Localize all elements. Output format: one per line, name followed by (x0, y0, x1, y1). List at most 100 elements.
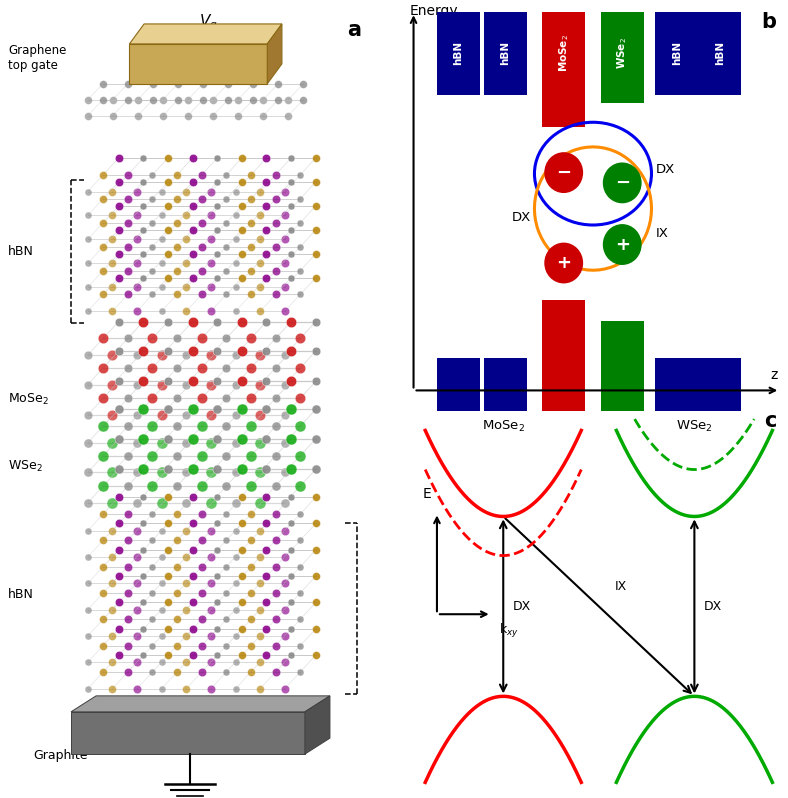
Point (195, 332, 208, 345)
Point (81, 656, 94, 669)
Point (137, 271, 150, 284)
Bar (698, 12, 742, 94)
Point (113, 517, 125, 530)
Bar (437, 12, 480, 94)
Point (113, 622, 125, 635)
Point (113, 271, 125, 284)
Point (284, 463, 297, 476)
Point (131, 682, 143, 695)
Point (155, 378, 168, 391)
Point (205, 378, 217, 391)
Point (146, 216, 158, 229)
Point (195, 264, 208, 277)
Point (155, 682, 168, 695)
Point (155, 656, 168, 669)
Point (155, 524, 168, 537)
Point (245, 534, 258, 547)
Point (131, 496, 143, 509)
Point (195, 534, 208, 547)
Point (269, 216, 282, 229)
Point (197, 93, 210, 106)
Point (97, 240, 110, 253)
Point (269, 332, 282, 345)
Point (245, 449, 258, 462)
Point (97, 192, 110, 205)
Point (113, 345, 125, 358)
Point (205, 656, 217, 669)
Point (254, 378, 266, 391)
Point (254, 437, 266, 449)
Point (254, 630, 266, 642)
Point (81, 466, 94, 479)
Point (186, 433, 199, 445)
Point (229, 281, 242, 294)
Point (137, 247, 150, 260)
Point (260, 271, 273, 284)
Point (131, 409, 143, 421)
Point (229, 551, 242, 563)
Point (186, 271, 199, 284)
Point (186, 375, 199, 388)
Text: DX: DX (704, 600, 723, 613)
Point (131, 305, 143, 318)
Point (211, 345, 224, 358)
Point (162, 517, 174, 530)
Point (205, 209, 217, 222)
Polygon shape (305, 696, 330, 754)
Point (294, 480, 307, 492)
Point (157, 109, 169, 122)
Point (131, 524, 143, 537)
Point (294, 288, 307, 301)
Point (172, 93, 184, 106)
Point (229, 437, 242, 449)
Polygon shape (71, 696, 330, 712)
Point (137, 649, 150, 662)
Point (186, 315, 199, 328)
Point (229, 466, 242, 479)
Point (113, 649, 125, 662)
Point (121, 420, 134, 433)
Point (137, 596, 150, 609)
Point (180, 437, 192, 449)
Point (97, 666, 110, 678)
Point (81, 437, 94, 449)
Point (113, 463, 125, 476)
Point (137, 433, 150, 445)
Point (113, 375, 125, 388)
Point (220, 420, 232, 433)
Point (257, 93, 269, 106)
Point (172, 77, 184, 90)
Point (221, 77, 234, 90)
Point (220, 480, 232, 492)
Text: c: c (764, 411, 776, 431)
Point (278, 349, 291, 361)
Circle shape (545, 153, 582, 192)
Point (121, 361, 134, 374)
Point (229, 349, 242, 361)
Point (284, 491, 297, 504)
Point (310, 152, 322, 164)
Point (131, 603, 143, 616)
Point (186, 543, 199, 556)
Point (232, 109, 244, 122)
Point (294, 216, 307, 229)
Point (97, 216, 110, 229)
Point (97, 332, 110, 345)
Point (121, 639, 134, 652)
Point (211, 223, 224, 236)
Point (121, 560, 134, 573)
Point (121, 93, 134, 106)
Point (81, 305, 94, 318)
Point (284, 375, 297, 388)
Point (155, 603, 168, 616)
Point (260, 152, 273, 164)
Point (310, 463, 322, 476)
Point (186, 403, 199, 416)
Point (310, 403, 322, 416)
Point (146, 288, 158, 301)
Point (155, 257, 168, 270)
Point (245, 332, 258, 345)
Point (245, 361, 258, 374)
Point (121, 192, 134, 205)
Point (294, 361, 307, 374)
